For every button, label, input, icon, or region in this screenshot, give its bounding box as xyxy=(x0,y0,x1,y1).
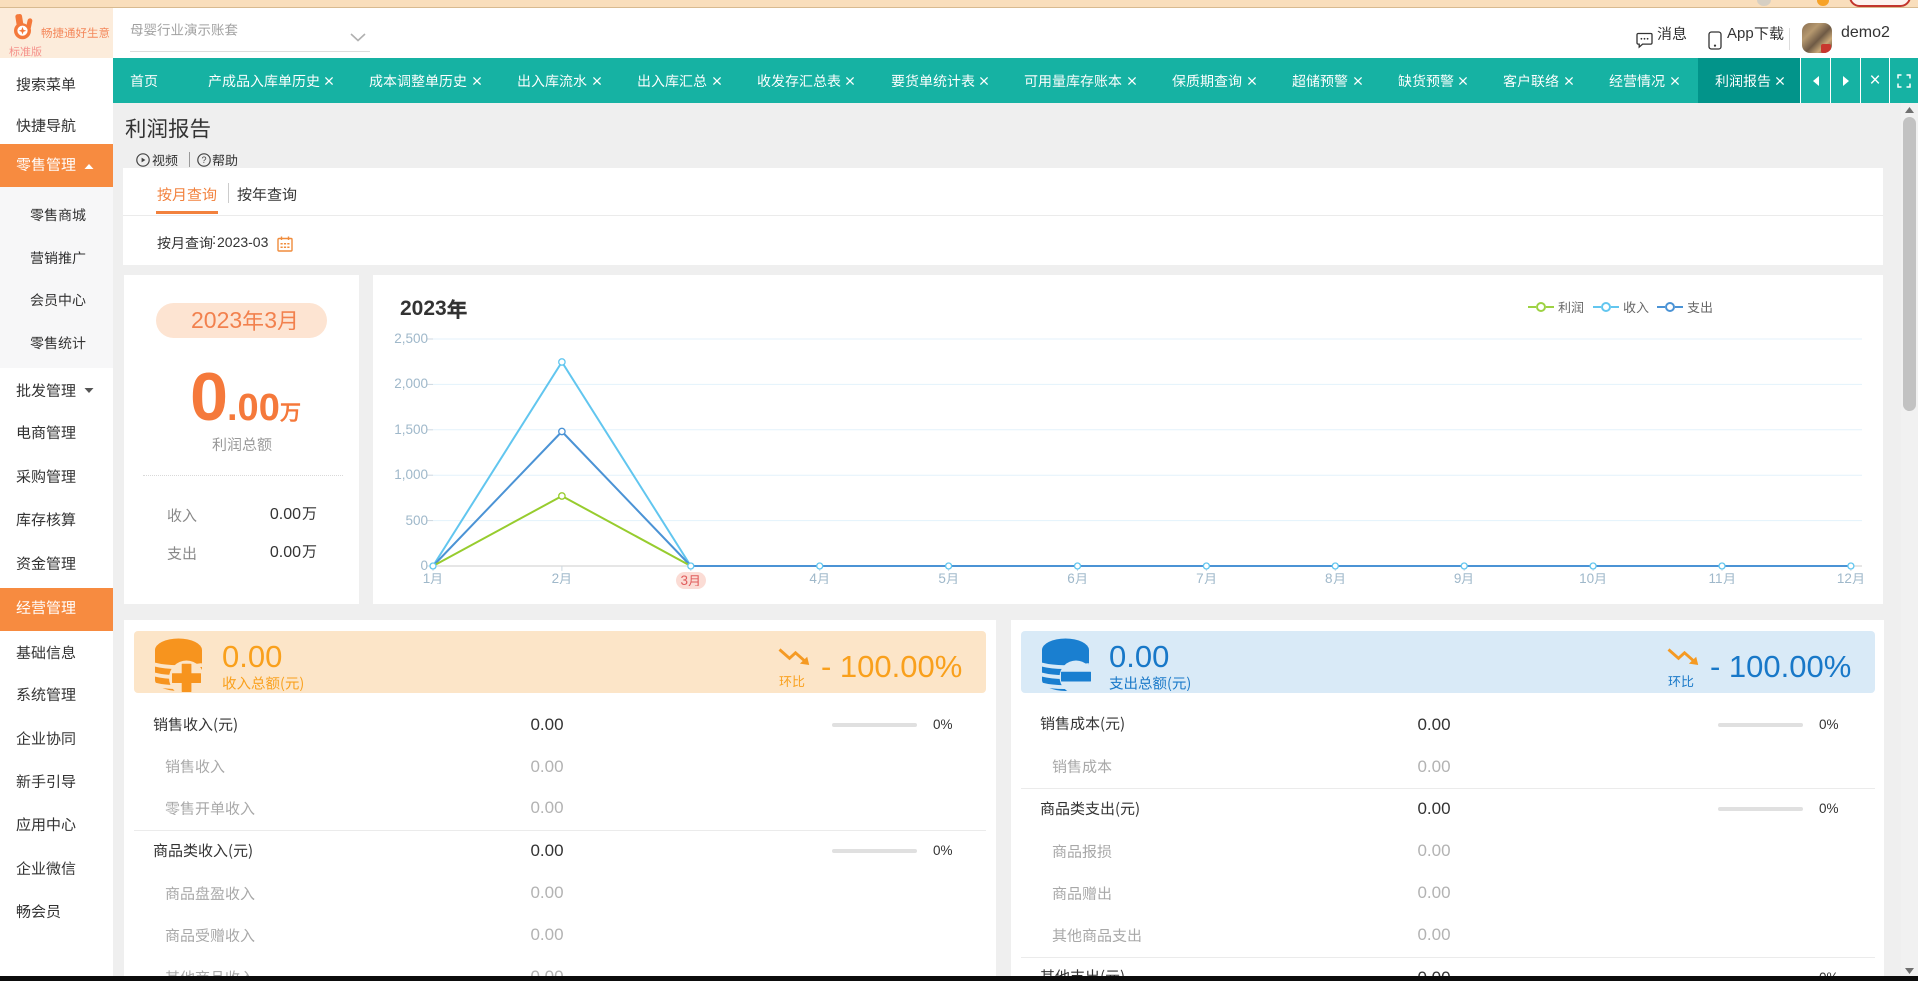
svg-text:?: ? xyxy=(201,155,206,165)
